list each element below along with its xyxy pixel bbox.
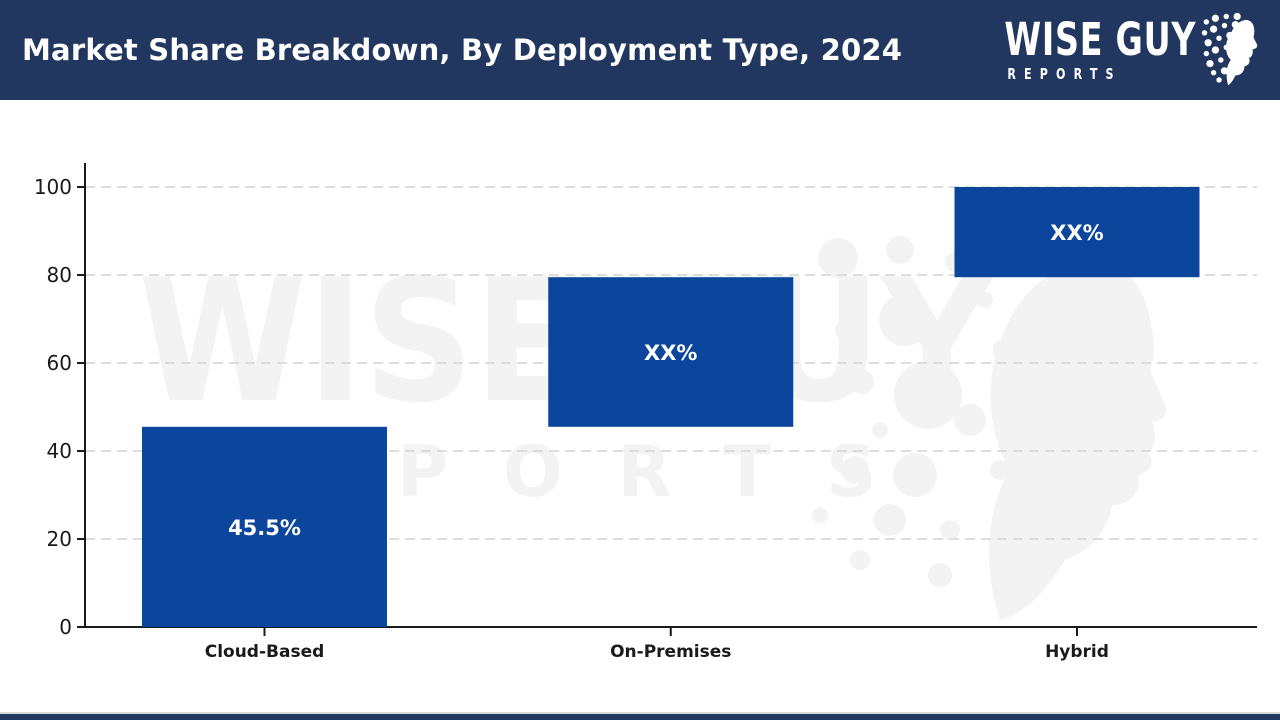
y-tick-label: 80 <box>47 263 72 287</box>
brand-tagline: REPORTS <box>1007 65 1122 83</box>
brand-name: WISE GUY <box>1004 13 1196 66</box>
y-tick-label: 100 <box>34 175 72 199</box>
y-tick-label: 60 <box>47 351 72 375</box>
bar <box>954 187 1200 278</box>
header-bar: Market Share Breakdown, By Deployment Ty… <box>0 0 1280 100</box>
y-tick-label: 40 <box>47 439 72 463</box>
y-tick-label: 20 <box>47 527 72 551</box>
logo-face-icon <box>1201 12 1258 86</box>
bar-value-label: 45.5% <box>228 516 301 540</box>
x-category-label: Cloud-Based <box>205 642 325 662</box>
watermark-face-icon <box>812 236 1167 620</box>
bar <box>142 426 387 627</box>
brand-logo: WISE GUY REPORTS <box>937 11 1258 89</box>
x-category-label: On-Premises <box>610 642 731 662</box>
x-category-label: Hybrid <box>1045 642 1109 662</box>
page-title: Market Share Breakdown, By Deployment Ty… <box>22 33 903 67</box>
bar-value-label: XX% <box>644 341 697 365</box>
bar <box>548 277 794 427</box>
plot: 0 20 40 60 80 100 45.5% Cloud-Based XX% On-Premis… <box>34 163 1257 662</box>
footer-bar <box>0 712 1280 720</box>
y-tick-label: 0 <box>59 615 72 639</box>
chart-area: WISE GUY REPORTS 0 20 40 60 80 100 45.5% Cloud-… <box>0 100 1280 712</box>
brand-logo-text: WISE GUY REPORTS <box>1004 17 1196 83</box>
bar-value-label: XX% <box>1050 221 1103 245</box>
